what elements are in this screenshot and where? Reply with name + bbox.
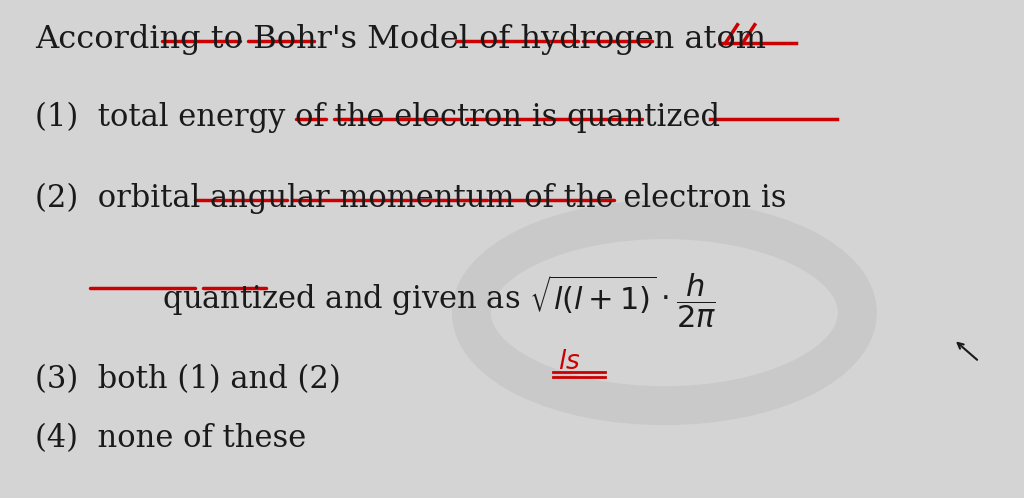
Text: According to Bohr's Model of hydrogen atom: According to Bohr's Model of hydrogen at… bbox=[35, 24, 766, 55]
Text: (4)  none of these: (4) none of these bbox=[35, 423, 306, 454]
Text: (1)  total energy of the electron is quantized: (1) total energy of the electron is quan… bbox=[35, 102, 720, 133]
Text: (2)  orbital angular momentum of the electron is: (2) orbital angular momentum of the elec… bbox=[35, 183, 786, 214]
Text: quantized and given as $\sqrt{l(l+1)} \cdot \dfrac{h}{2\pi}$: quantized and given as $\sqrt{l(l+1)} \c… bbox=[85, 271, 717, 330]
Text: (3)  both (1) and (2): (3) both (1) and (2) bbox=[35, 364, 340, 395]
Text: $\it{ls}$: $\it{ls}$ bbox=[558, 350, 581, 375]
